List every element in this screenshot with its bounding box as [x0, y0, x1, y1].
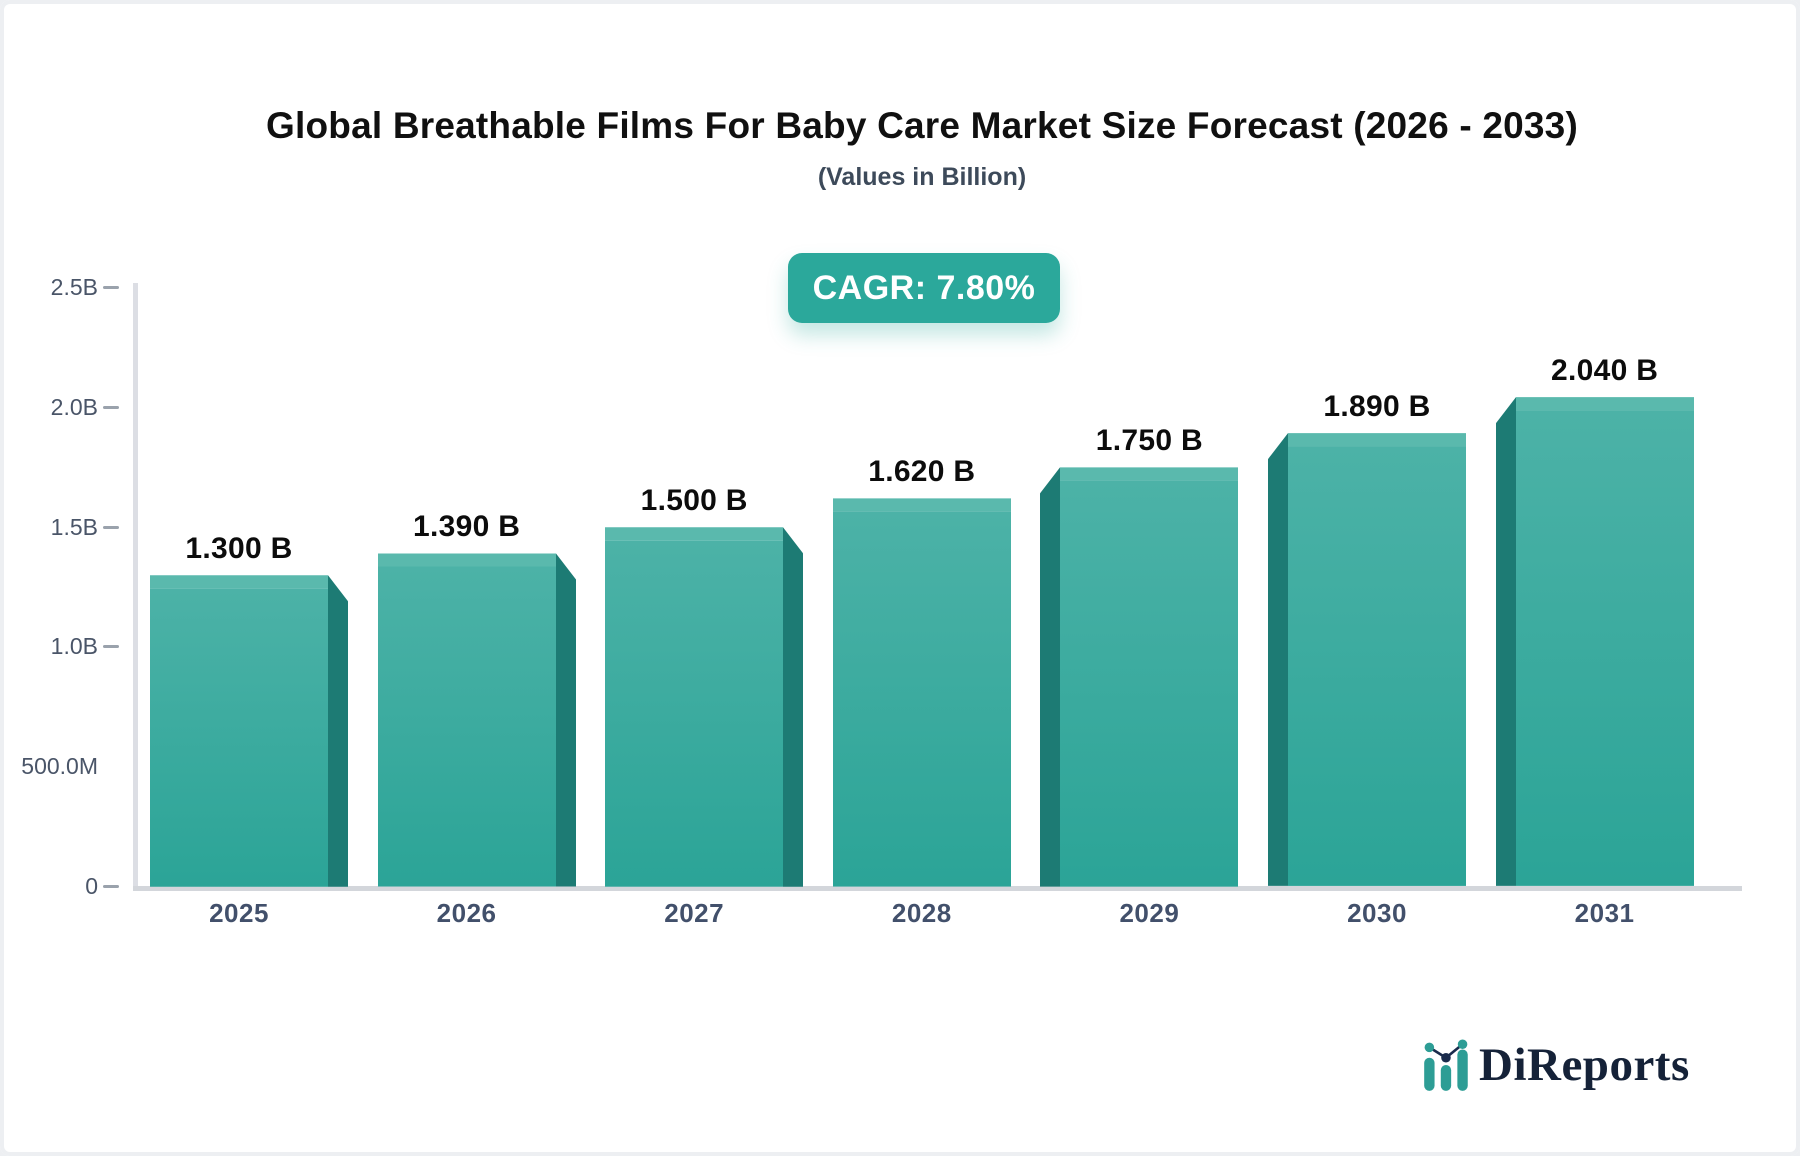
y-tick-label: 500.0M: [21, 753, 98, 780]
bar-value-label: 1.890 B: [1323, 390, 1431, 424]
bar: [1268, 433, 1466, 887]
bar-value-label: 1.300 B: [185, 531, 293, 565]
bar: [605, 526, 804, 887]
brand-logo: DiReports: [1424, 1034, 1690, 1096]
y-tick-dash: [103, 645, 119, 649]
x-axis-line: [133, 886, 1742, 891]
bar: [1040, 467, 1239, 887]
mini-bar-chart-icon: [1424, 1039, 1468, 1091]
y-tick-dash: [103, 286, 119, 289]
bar: [150, 574, 348, 887]
brand-name: DiReports: [1479, 1039, 1690, 1091]
x-axis-label: 2025: [209, 898, 269, 928]
chart-subtitle: (Values in Billion): [817, 163, 1027, 191]
x-axis-label: 2026: [436, 898, 497, 928]
y-axis-line: [133, 283, 138, 891]
x-axis-label: 2028: [891, 898, 952, 928]
x-axis-label: 2027: [664, 898, 725, 928]
y-tick-label: 1.5B: [50, 513, 98, 540]
bar-value-label: 1.750 B: [1095, 423, 1203, 457]
x-axis-label: 2029: [1119, 898, 1180, 928]
y-tick-label: 2.0B: [50, 393, 98, 420]
bar-value-label: 2.040 B: [1551, 354, 1659, 388]
bar-value-label: 1.500 B: [640, 483, 748, 517]
cagr-badge: CAGR: 7.80%: [788, 253, 1060, 323]
cagr-badge-label: CAGR: 7.80%: [812, 268, 1036, 307]
bar: [1495, 397, 1694, 887]
bar: [377, 553, 576, 887]
y-tick-label: 0: [85, 873, 98, 899]
x-axis-label: 2030: [1347, 898, 1407, 928]
y-tick-dash: [103, 525, 119, 529]
chart-title: Global Breathable Films For Baby Care Ma…: [266, 105, 1578, 146]
bar-value-label: 1.620 B: [868, 454, 976, 488]
chart-header: Global Breathable Films For Baby Care Ma…: [44, 0, 1800, 192]
y-tick-dash: [103, 405, 119, 409]
y-tick-dash: [103, 885, 119, 888]
x-axis-label: 2031: [1574, 898, 1635, 928]
bar: [832, 498, 1011, 887]
bar-value-label: 1.390 B: [413, 510, 521, 543]
y-tick-label: 1.0B: [50, 633, 98, 660]
y-tick-label: 2.5B: [50, 274, 98, 300]
